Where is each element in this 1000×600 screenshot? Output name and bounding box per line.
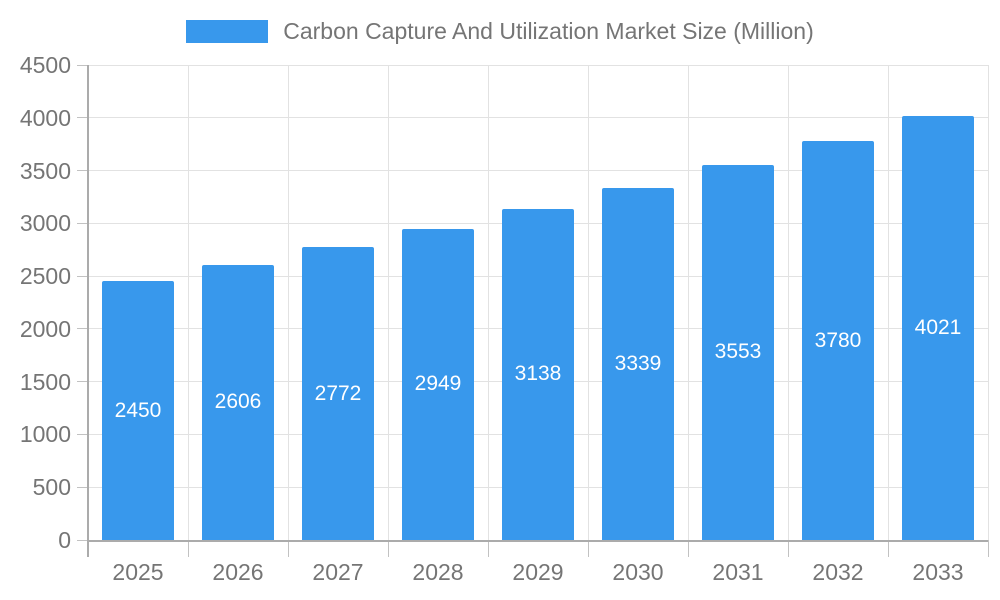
legend: Carbon Capture And Utilization Market Si…	[0, 18, 1000, 45]
x-tick	[587, 540, 589, 557]
x-gridline	[787, 65, 789, 540]
y-gridline	[88, 170, 988, 172]
y-tick-label: 3500	[19, 157, 71, 184]
bar-value-label: 4021	[914, 315, 962, 339]
x-tick-label: 2025	[112, 559, 164, 585]
x-tick-label: 2027	[312, 559, 364, 585]
bar-value-label: 3339	[614, 351, 662, 375]
y-tick	[77, 486, 87, 488]
y-tick-label: 3000	[19, 210, 71, 237]
bar[interactable]: 2949	[402, 228, 474, 540]
x-tick	[287, 540, 289, 557]
bar-value-label: 3780	[814, 328, 862, 352]
bar[interactable]: 3138	[502, 208, 574, 540]
x-gridline	[887, 65, 889, 540]
chart-title: Carbon Capture And Utilization Market Si…	[283, 18, 814, 44]
x-gridline	[587, 65, 589, 540]
y-tick	[77, 222, 87, 224]
x-gridline	[487, 65, 489, 540]
y-tick	[77, 539, 87, 541]
bar-value-label: 2450	[114, 398, 162, 422]
x-gridline	[687, 65, 689, 540]
x-tick-label: 2032	[812, 559, 864, 585]
x-tick	[687, 540, 689, 557]
y-tick	[77, 170, 87, 172]
y-tick	[77, 328, 87, 330]
y-gridline	[88, 64, 988, 66]
y-tick-label: 1500	[19, 368, 71, 395]
legend-swatch[interactable]	[186, 20, 269, 43]
bar-value-label: 2606	[214, 390, 262, 414]
y-gridline	[88, 117, 988, 119]
y-tick	[77, 381, 87, 383]
x-tick	[787, 540, 789, 557]
x-tick	[887, 540, 889, 557]
bar[interactable]: 3553	[702, 164, 774, 540]
bar[interactable]: 4021	[902, 115, 974, 540]
bar-value-label: 3138	[514, 362, 562, 386]
x-gridline	[987, 65, 989, 540]
bar-value-label: 2949	[414, 372, 462, 396]
x-gridline	[187, 65, 189, 540]
bar[interactable]: 2772	[302, 247, 374, 540]
y-tick-label: 500	[32, 474, 71, 501]
x-tick-label: 2033	[912, 559, 964, 585]
bar[interactable]: 2450	[102, 281, 174, 540]
x-axis-line	[88, 540, 988, 542]
bar-value-label: 3553	[714, 340, 762, 364]
y-tick	[77, 433, 87, 435]
x-tick	[987, 540, 989, 557]
bar[interactable]: 3780	[802, 141, 874, 540]
y-axis-line	[87, 65, 89, 557]
y-tick	[77, 64, 87, 66]
bar-value-label: 2772	[314, 381, 362, 405]
x-tick	[487, 540, 489, 557]
bar[interactable]: 2606	[202, 264, 274, 540]
y-tick-label: 1000	[19, 421, 71, 448]
y-tick	[77, 275, 87, 277]
x-gridline	[387, 65, 389, 540]
y-tick-label: 2500	[19, 263, 71, 290]
x-tick	[387, 540, 389, 557]
x-tick-label: 2029	[512, 559, 564, 585]
y-tick-label: 4000	[19, 104, 71, 131]
x-gridline	[287, 65, 289, 540]
x-tick-label: 2030	[612, 559, 664, 585]
x-tick-label: 2028	[412, 559, 464, 585]
bar[interactable]: 3339	[602, 187, 674, 540]
x-tick	[187, 540, 189, 557]
y-tick	[77, 117, 87, 119]
x-tick-label: 2031	[712, 559, 764, 585]
x-tick-label: 2026	[212, 559, 264, 585]
y-tick-label: 0	[58, 527, 71, 553]
y-tick-label: 4500	[19, 52, 71, 78]
y-tick-label: 2000	[19, 315, 71, 342]
